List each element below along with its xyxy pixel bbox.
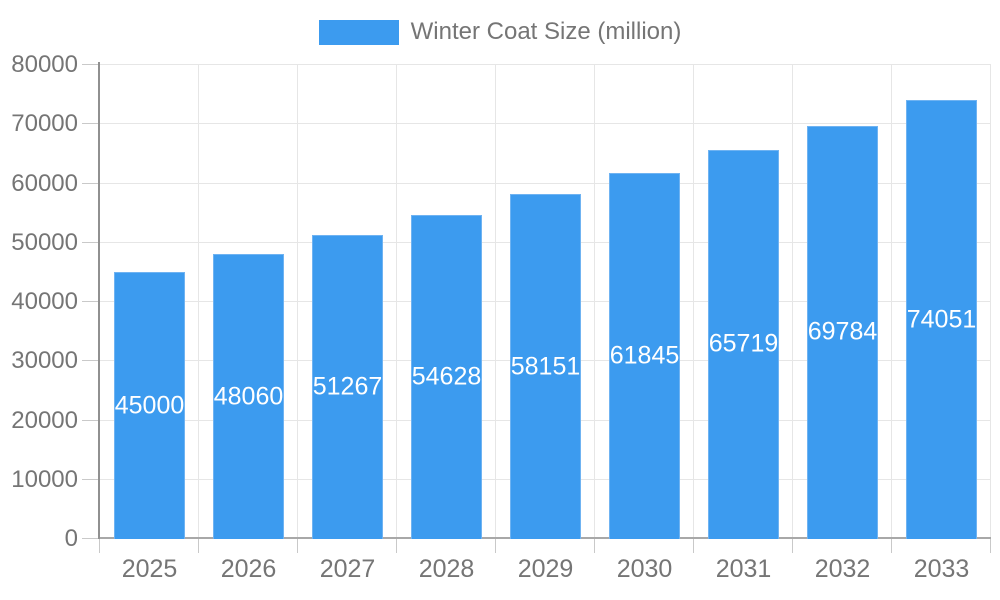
x-tick: [990, 539, 991, 553]
x-gridline: [990, 65, 991, 539]
x-tick: [396, 539, 397, 553]
bar-2029[interactable]: [510, 194, 581, 539]
x-tick: [297, 539, 298, 553]
x-tick: [198, 539, 199, 553]
x-axis-label: 2032: [814, 555, 871, 583]
y-axis-label: 50000: [11, 228, 78, 256]
x-gridline: [792, 65, 793, 539]
chart-legend[interactable]: Winter Coat Size (million): [0, 18, 1000, 46]
y-axis-label: 10000: [11, 465, 78, 493]
y-axis-label: 40000: [11, 288, 78, 315]
bar-2025[interactable]: [114, 272, 185, 539]
y-tick: [82, 360, 100, 362]
bar-2033[interactable]: [906, 100, 977, 539]
bar-2032[interactable]: [807, 125, 878, 539]
x-gridline: [396, 65, 397, 539]
y-tick: [82, 241, 100, 243]
x-gridline: [297, 65, 298, 539]
y-axis-line: [98, 62, 100, 539]
bar-value-label: 45000: [114, 391, 185, 420]
bar-value-label: 69784: [807, 317, 878, 346]
x-axis-label: 2027: [319, 555, 376, 583]
legend-label: Winter Coat Size (million): [410, 18, 682, 45]
bar-value-label: 58151: [510, 352, 581, 381]
x-axis-label: 2029: [517, 555, 574, 583]
x-tick: [495, 539, 496, 553]
bar-2027[interactable]: [312, 235, 383, 539]
y-axis-label: 0: [64, 525, 78, 552]
y-tick: [82, 123, 100, 125]
x-gridline: [693, 65, 694, 539]
bar-value-label: 61845: [609, 341, 680, 370]
x-axis-label: 2030: [616, 555, 673, 583]
bar-2028[interactable]: [411, 215, 482, 539]
y-tick: [82, 64, 100, 65]
y-gridline: [100, 123, 991, 125]
y-gridline: [100, 64, 991, 65]
y-tick: [82, 182, 100, 184]
plot-area: 0 10000 20000 30000 40000 50000 60000 70000 8000…: [11, 53, 991, 582]
x-gridline: [198, 65, 199, 539]
y-gridline: [100, 182, 991, 184]
x-axis-label: 2033: [913, 555, 970, 583]
x-gridline: [891, 65, 892, 539]
x-axis-label: 2028: [418, 555, 475, 583]
y-axis-label: 70000: [11, 110, 78, 138]
y-tick: [82, 301, 100, 302]
y-tick: [82, 478, 100, 480]
bar-value-label: 48060: [213, 382, 284, 411]
y-axis-label: 60000: [11, 169, 78, 197]
bar-value-label: 51267: [312, 372, 383, 401]
legend-color-swatch: [318, 19, 399, 45]
y-axis-label: 30000: [11, 347, 78, 375]
y-axis-label: 20000: [11, 406, 78, 434]
bar-2030[interactable]: [609, 172, 680, 539]
x-tick: [792, 539, 793, 553]
bar-value-label: 54628: [411, 362, 482, 391]
bar-value-label: 65719: [708, 329, 779, 358]
bar-value-label: 74051: [906, 305, 977, 334]
x-axis-label: 2025: [121, 555, 178, 583]
x-tick: [99, 539, 100, 553]
bar-2026[interactable]: [213, 254, 284, 539]
x-axis-label: 2026: [220, 555, 277, 583]
x-tick: [693, 539, 694, 553]
x-gridline: [495, 65, 496, 539]
y-tick: [82, 419, 100, 421]
x-axis-label: 2031: [715, 555, 772, 583]
x-tick: [891, 539, 892, 553]
y-axis-label: 80000: [11, 51, 78, 78]
bar-2031[interactable]: [708, 149, 779, 539]
y-tick: [82, 538, 100, 539]
x-tick: [594, 539, 595, 553]
x-gridline: [594, 65, 595, 539]
